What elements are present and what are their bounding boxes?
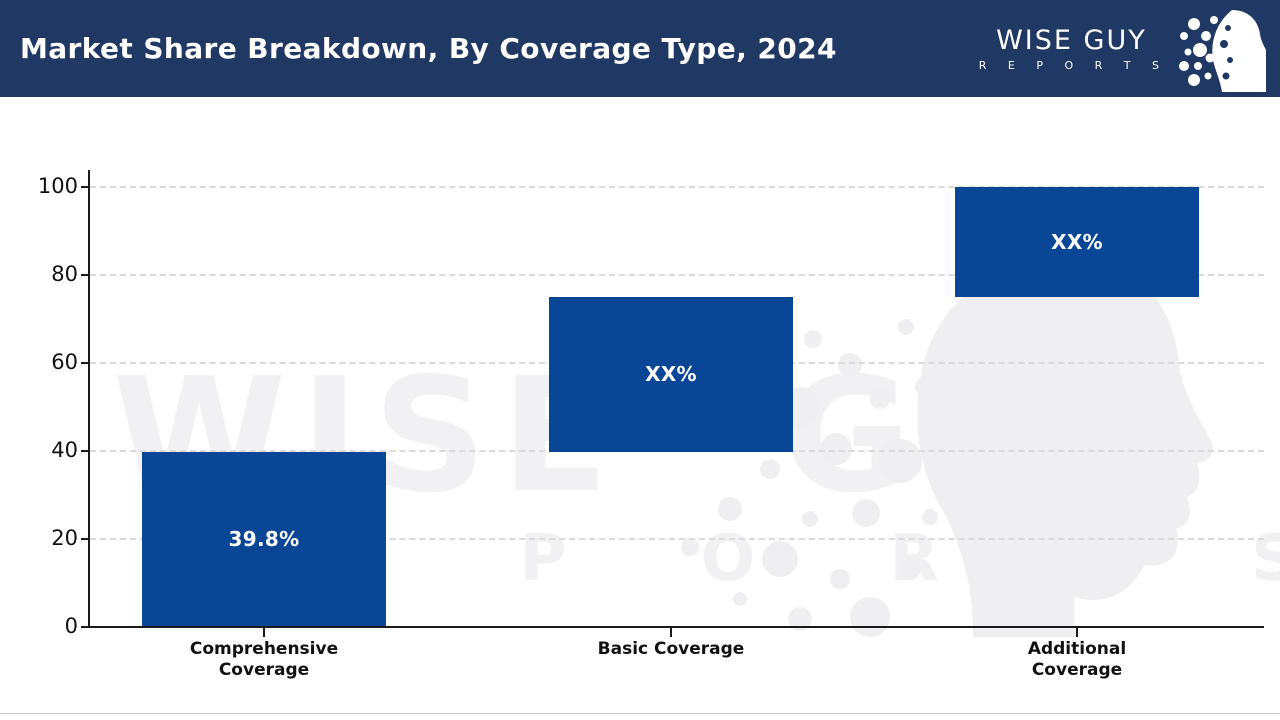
- bar-value-label-additional-coverage: XX%: [1051, 230, 1103, 254]
- bar-value-label-comprehensive-coverage: 39.8%: [228, 527, 300, 552]
- bar-basic-coverage: XX%: [549, 297, 793, 452]
- y-tick-label-80: 80: [51, 262, 78, 286]
- brand-logo-text: WISE GUY R E P O R T S: [975, 27, 1168, 71]
- bar-value-label-basic-coverage: XX%: [645, 362, 697, 387]
- chart-canvas: WISE GUY R E P O R T S 02040608010039.8%…: [0, 97, 1280, 713]
- y-tick-80: [81, 274, 90, 276]
- y-axis-line: [88, 170, 90, 628]
- page-title: Market Share Breakdown, By Coverage Type…: [20, 32, 837, 65]
- y-tick-0: [81, 626, 90, 628]
- x-tick-basic-coverage: [670, 628, 672, 637]
- y-tick-40: [81, 450, 90, 452]
- x-tick-comprehensive-coverage: [263, 628, 265, 637]
- face-watermark-icon: [681, 257, 1213, 637]
- y-tick-label-0: 0: [64, 614, 78, 638]
- bar-comprehensive-coverage: 39.8%: [142, 451, 386, 627]
- brand-logo-subtitle: R E P O R T S: [978, 58, 1168, 72]
- header-bar: Market Share Breakdown, By Coverage Type…: [0, 0, 1280, 97]
- brand-logo: WISE GUY R E P O R T S: [975, 6, 1266, 92]
- y-tick-label-100: 100: [37, 174, 78, 198]
- y-tick-60: [81, 362, 90, 364]
- x-axis-line: [88, 626, 1264, 628]
- category-label-basic-coverage: Basic Coverage: [597, 639, 745, 659]
- y-tick-100: [81, 186, 90, 188]
- plot-area: 0 20 40 60 80 100 39.8% Comprehensive Coverage X…: [0, 97, 1280, 713]
- gridline-80: [90, 274, 1264, 276]
- bar-additional-coverage: XX%: [955, 187, 1199, 297]
- y-tick-label-60: 60: [51, 350, 78, 374]
- bottom-divider: [0, 713, 1280, 714]
- y-tick-20: [81, 538, 90, 540]
- y-tick-label-40: 40: [51, 438, 78, 462]
- gridline-100: [90, 186, 1264, 188]
- gridline-20: [90, 538, 1264, 540]
- category-label-comprehensive-coverage: Comprehensive Coverage: [189, 639, 339, 681]
- brand-face-icon: [1179, 9, 1266, 92]
- brand-logo-name: WISE GUY: [996, 24, 1147, 56]
- category-label-additional-coverage: Additional Coverage: [1027, 639, 1127, 681]
- y-tick-label-20: 20: [51, 526, 78, 550]
- x-tick-additional-coverage: [1076, 628, 1078, 637]
